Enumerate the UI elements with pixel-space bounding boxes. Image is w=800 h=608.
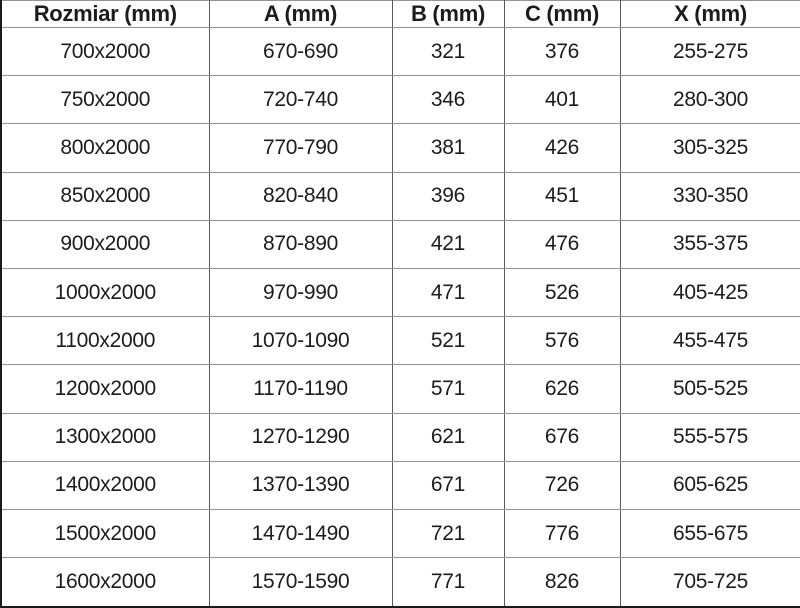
table-cell: 820-840: [208, 171, 393, 221]
table-cell: 1600x2000: [0, 557, 210, 608]
table-row: 1500x2000 1470-1490 721 776 655-675: [0, 509, 800, 559]
table-cell: 521: [391, 316, 505, 366]
table-cell: 676: [503, 412, 621, 462]
table-cell: 1200x2000: [0, 364, 210, 414]
table-cell: 1400x2000: [0, 460, 210, 511]
table-cell: 451: [503, 171, 621, 221]
table-cell: 1070-1090: [208, 316, 393, 366]
table-cell: 721: [391, 509, 505, 559]
table-cell: 621: [391, 412, 505, 462]
table-cell: 555-575: [619, 412, 800, 462]
table-cell: 396: [391, 171, 505, 221]
table-cell: 426: [503, 123, 621, 173]
table-cell: 476: [503, 219, 621, 270]
table-cell: 355-375: [619, 219, 800, 270]
table-cell: 346: [391, 75, 505, 125]
table-cell: 330-350: [619, 171, 800, 221]
table-cell: 405-425: [619, 268, 800, 318]
column-header: Rozmiar (mm): [0, 0, 210, 28]
table-cell: 1370-1390: [208, 460, 393, 511]
table-cell: 571: [391, 364, 505, 414]
column-header: A (mm): [208, 0, 393, 28]
table-row: 850x2000 820-840 396 451 330-350: [0, 171, 800, 221]
table-cell: 505-525: [619, 364, 800, 414]
table-cell: 870-890: [208, 219, 393, 270]
column-header: X (mm): [619, 0, 800, 28]
table-cell: 655-675: [619, 509, 800, 559]
table-cell: 826: [503, 557, 621, 608]
table-row: 1300x2000 1270-1290 621 676 555-575: [0, 412, 800, 462]
table-body: 700x2000 670-690 321 376 255-275 750x2000 720-…: [0, 26, 800, 608]
table-row: 800x2000 770-790 381 426 305-325: [0, 123, 800, 173]
table-cell: 776: [503, 509, 621, 559]
table-row: 700x2000 670-690 321 376 255-275: [0, 26, 800, 77]
table-row: 1000x2000 970-990 471 526 405-425: [0, 268, 800, 318]
table-cell: 455-475: [619, 316, 800, 366]
table-cell: 1270-1290: [208, 412, 393, 462]
table-cell: 850x2000: [0, 171, 210, 221]
table-cell: 526: [503, 268, 621, 318]
column-header: B (mm): [391, 0, 505, 28]
table-cell: 800x2000: [0, 123, 210, 173]
table-cell: 720-740: [208, 75, 393, 125]
table-cell: 1500x2000: [0, 509, 210, 559]
table-row: 750x2000 720-740 346 401 280-300: [0, 75, 800, 125]
table-cell: 1570-1590: [208, 557, 393, 608]
table-cell: 305-325: [619, 123, 800, 173]
table-cell: 770-790: [208, 123, 393, 173]
table-row: 1100x2000 1070-1090 521 576 455-475: [0, 316, 800, 366]
table-cell: 280-300: [619, 75, 800, 125]
table-cell: 381: [391, 123, 505, 173]
table-cell: 1300x2000: [0, 412, 210, 462]
table-cell: 670-690: [208, 26, 393, 77]
table-cell: 970-990: [208, 268, 393, 318]
table-cell: 1170-1190: [208, 364, 393, 414]
table-cell: 700x2000: [0, 26, 210, 77]
table-cell: 1100x2000: [0, 316, 210, 366]
table-cell: 750x2000: [0, 75, 210, 125]
table-cell: 705-725: [619, 557, 800, 608]
table-cell: 576: [503, 316, 621, 366]
table-cell: 376: [503, 26, 621, 77]
table-cell: 401: [503, 75, 621, 125]
table-row: 1200x2000 1170-1190 571 626 505-525: [0, 364, 800, 414]
table-row: 1400x2000 1370-1390 671 726 605-625: [0, 460, 800, 511]
table-row: 1600x2000 1570-1590 771 826 705-725: [0, 557, 800, 608]
table-cell: 726: [503, 460, 621, 511]
table-cell: 605-625: [619, 460, 800, 511]
table-cell: 900x2000: [0, 219, 210, 270]
table-cell: 1000x2000: [0, 268, 210, 318]
column-header: C (mm): [503, 0, 621, 28]
table-header-row: Rozmiar (mm) A (mm) B (mm) C (mm) X (mm): [0, 0, 800, 28]
table-cell: 421: [391, 219, 505, 270]
table-row: 900x2000 870-890 421 476 355-375: [0, 219, 800, 270]
table-cell: 255-275: [619, 26, 800, 77]
table-cell: 626: [503, 364, 621, 414]
table-cell: 471: [391, 268, 505, 318]
table-cell: 671: [391, 460, 505, 511]
table-cell: 321: [391, 26, 505, 77]
table-cell: 1470-1490: [208, 509, 393, 559]
table-cell: 771: [391, 557, 505, 608]
